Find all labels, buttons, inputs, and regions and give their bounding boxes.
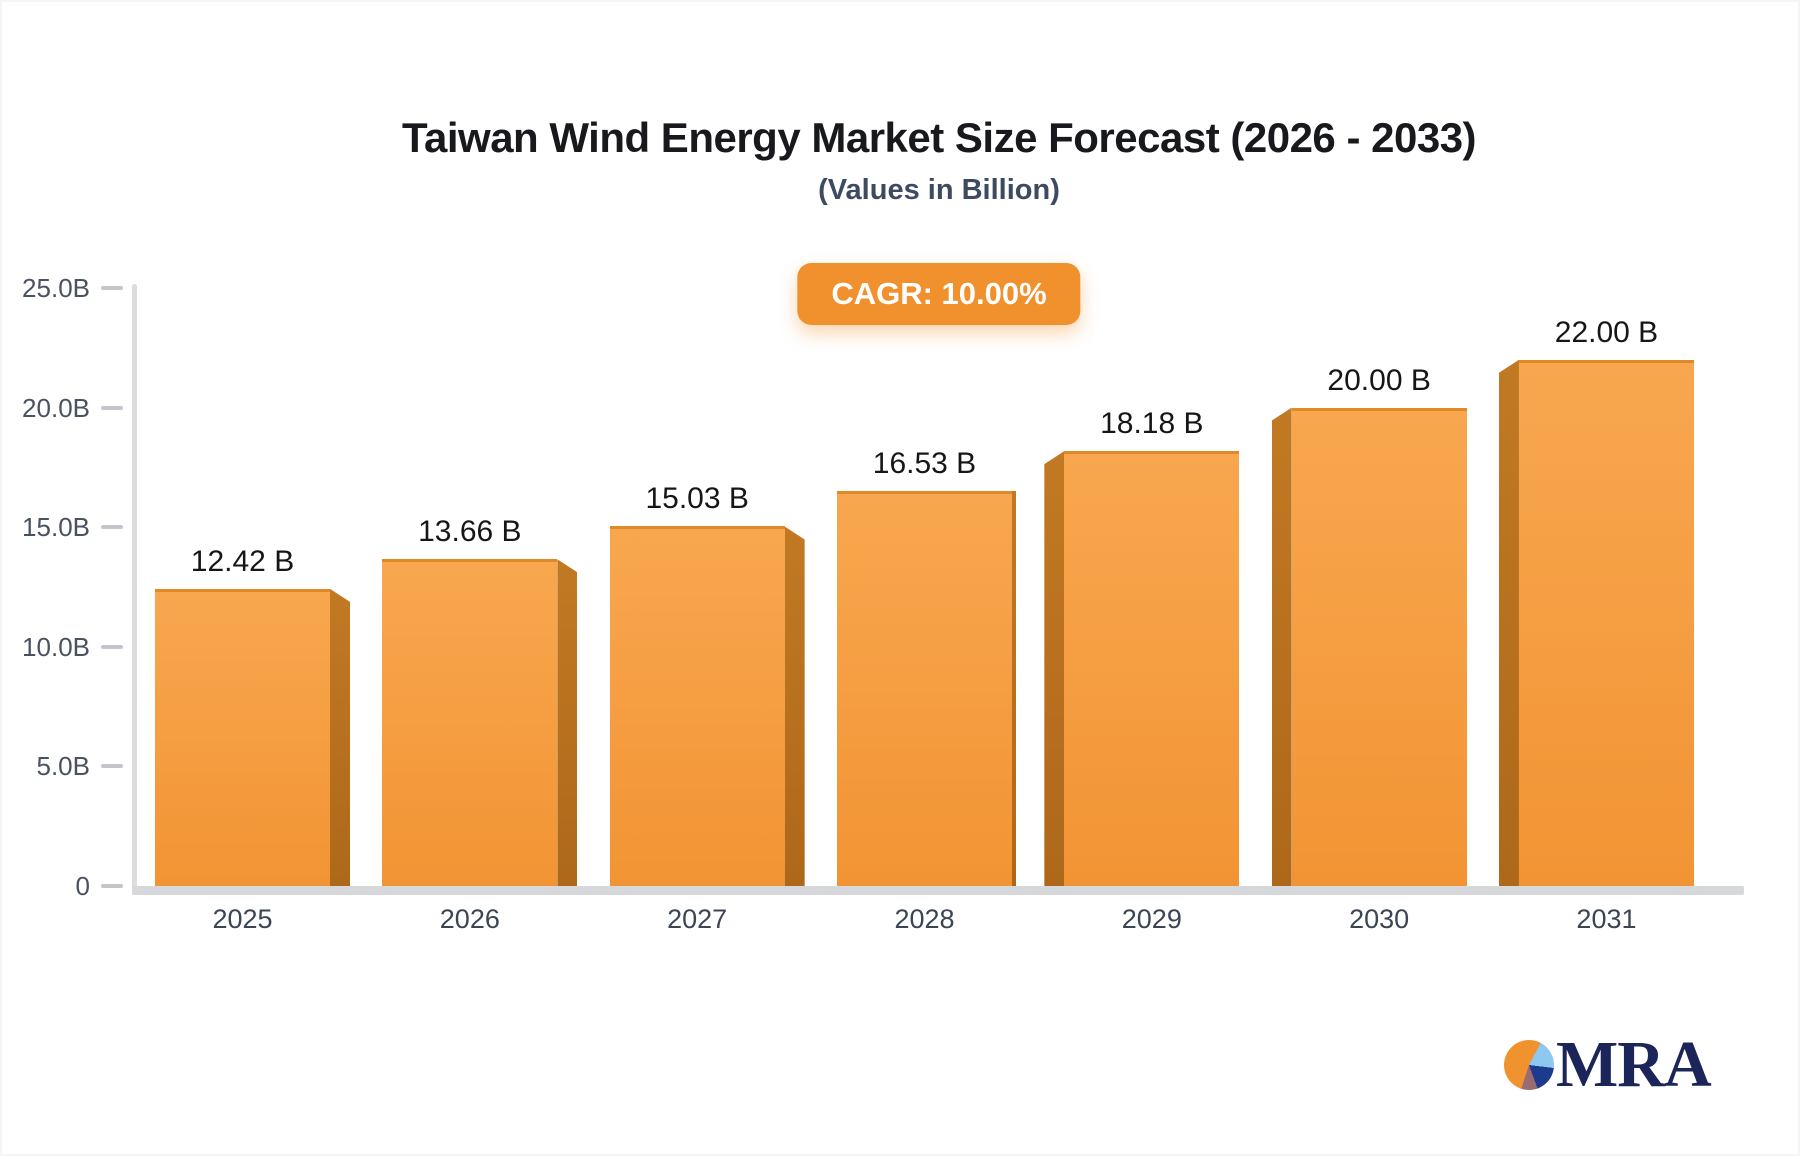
y-tick-label: 20.0B <box>22 392 90 423</box>
bar-2026 <box>382 559 558 886</box>
y-tick <box>101 884 123 888</box>
bar-value-label: 22.00 B <box>1554 315 1659 349</box>
bar-2028 <box>836 490 1012 886</box>
y-tick-label: 0 <box>75 871 90 901</box>
logo-text: MRA <box>1556 1028 1712 1101</box>
x-axis-label-2025: 2025 <box>212 904 273 934</box>
mra-logo: MRA <box>1504 1028 1712 1101</box>
x-axis-label-2029: 2029 <box>1121 904 1182 934</box>
chart-subtitle: (Values in Billion) <box>818 174 1060 206</box>
bar-value-label: 16.53 B <box>872 446 977 480</box>
y-tick <box>101 405 123 410</box>
y-tick <box>101 525 123 530</box>
y-tick-label: 10.0B <box>22 631 90 662</box>
bar-side-face <box>1044 451 1065 886</box>
bar-value-label: 20.00 B <box>1327 363 1431 397</box>
bar-side-face <box>1498 359 1519 886</box>
bar-value-label: 18.18 B <box>1100 407 1204 441</box>
bar-value-label: 13.66 B <box>418 515 522 549</box>
x-axis-label-2030: 2030 <box>1349 904 1410 934</box>
y-axis-line <box>132 284 137 895</box>
y-tick <box>101 644 123 649</box>
bar-side-face <box>330 588 350 886</box>
bar-value-label: 12.42 B <box>190 544 295 578</box>
x-axis-label-2028: 2028 <box>894 904 955 934</box>
bar-2029 <box>1064 451 1240 886</box>
bar-2031 <box>1518 359 1694 886</box>
bar-2025 <box>155 588 330 886</box>
pie-chart-logo-icon <box>1504 1040 1554 1090</box>
bar-2030 <box>1291 407 1467 886</box>
bar-2027 <box>609 526 785 886</box>
y-tick <box>101 286 123 290</box>
bar-value-label: 15.03 B <box>645 482 749 516</box>
bar-side-face <box>784 526 805 886</box>
bar-side-face <box>1011 490 1016 886</box>
x-axis-label-2027: 2027 <box>667 904 728 934</box>
x-axis-baseline <box>132 886 1744 895</box>
chart-title: Taiwan Wind Energy Market Size Forecast … <box>401 114 1477 161</box>
bar-side-face <box>557 559 578 886</box>
x-axis-label-2026: 2026 <box>439 904 500 934</box>
y-tick-label: 15.0B <box>22 512 90 543</box>
bar-side-face <box>1271 407 1292 886</box>
y-tick <box>101 764 123 769</box>
x-axis-label-2031: 2031 <box>1576 904 1637 934</box>
y-tick-label: 25.0B <box>22 273 90 303</box>
y-tick-label: 5.0B <box>36 751 91 782</box>
cagr-badge: CAGR: 10.00% <box>797 263 1081 325</box>
